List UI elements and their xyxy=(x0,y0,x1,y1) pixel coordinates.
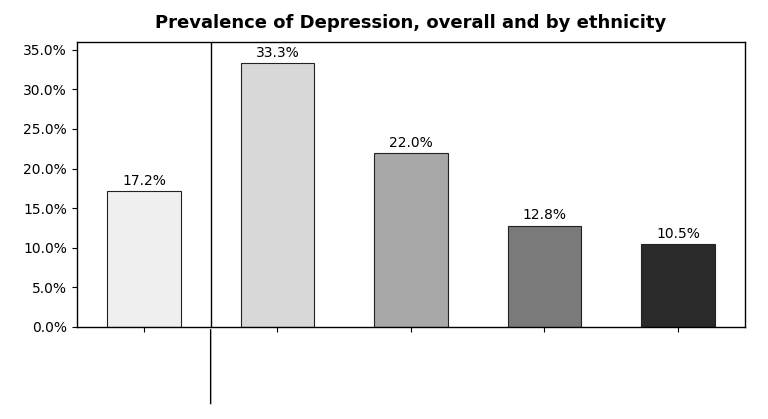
Bar xyxy=(108,191,180,327)
Text: 22.0%: 22.0% xyxy=(389,135,432,150)
Text: 12.8%: 12.8% xyxy=(522,208,566,222)
Text: 33.3%: 33.3% xyxy=(256,46,300,60)
Bar xyxy=(508,225,581,327)
Bar xyxy=(374,153,448,327)
Bar xyxy=(240,63,314,327)
Text: 17.2%: 17.2% xyxy=(122,173,166,188)
Bar xyxy=(641,244,714,327)
Title: Prevalence of Depression, overall and by ethnicity: Prevalence of Depression, overall and by… xyxy=(155,14,667,32)
Text: 10.5%: 10.5% xyxy=(656,227,700,241)
